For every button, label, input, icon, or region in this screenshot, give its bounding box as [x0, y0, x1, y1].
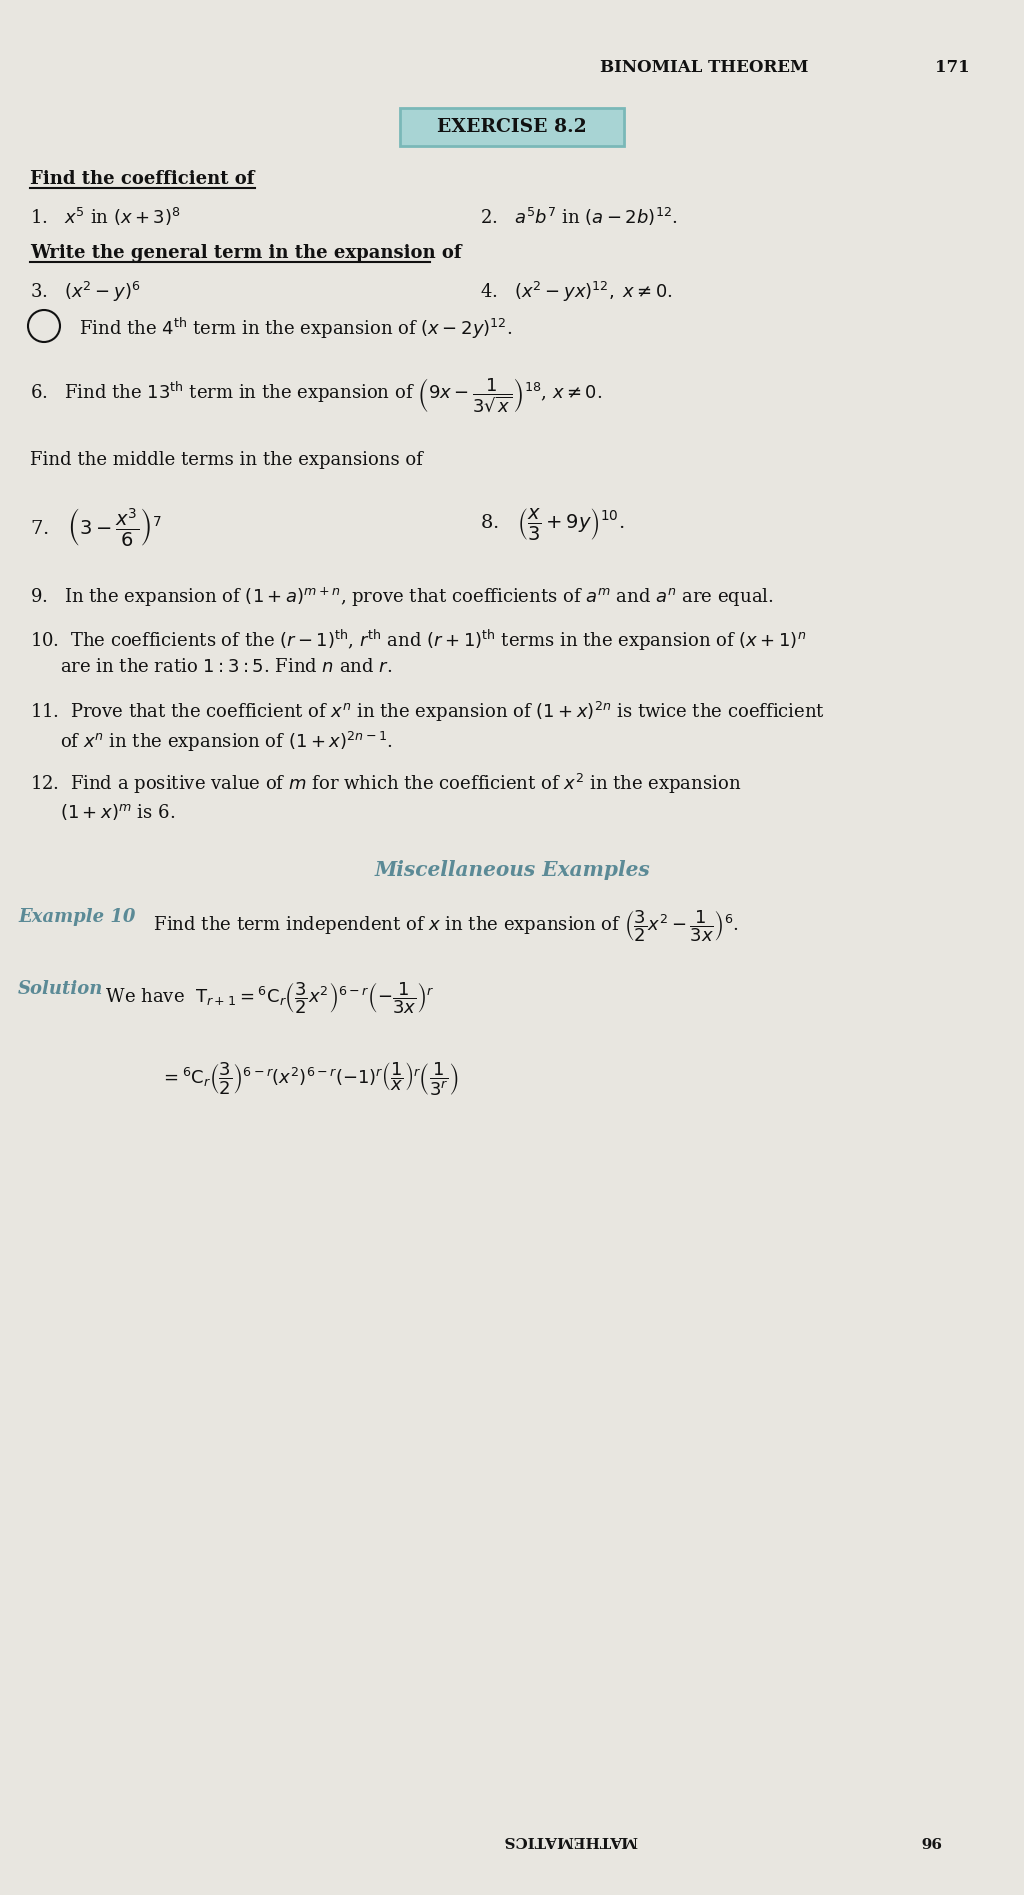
FancyBboxPatch shape	[400, 108, 624, 146]
Text: 1.   $x^5$ in $(x + 3)^8$: 1. $x^5$ in $(x + 3)^8$	[30, 207, 181, 227]
Text: Miscellaneous Examples: Miscellaneous Examples	[374, 860, 650, 879]
Text: Solution: Solution	[18, 980, 103, 999]
Text: 171: 171	[935, 59, 970, 76]
Text: 12.  Find a positive value of $m$ for which the coefficient of $x^2$ in the expa: 12. Find a positive value of $m$ for whi…	[30, 771, 741, 796]
Text: 3.   $(x^2 - y)^6$: 3. $(x^2 - y)^6$	[30, 280, 140, 303]
Text: 7.   $\left(3 - \dfrac{x^3}{6}\right)^7$: 7. $\left(3 - \dfrac{x^3}{6}\right)^7$	[30, 506, 162, 548]
Text: are in the ratio $1 : 3 : 5$. Find $n$ and $r$.: are in the ratio $1 : 3 : 5$. Find $n$ a…	[60, 658, 392, 677]
Text: MATHEMATICS: MATHEMATICS	[503, 1832, 637, 1848]
Text: $(1 + x)^m$ is 6.: $(1 + x)^m$ is 6.	[60, 802, 175, 822]
Text: $= {}^6\mathrm{C}_r \left(\dfrac{3}{2}\right)^{6-r} (x^2)^{6-r} (-1)^r \left(\df: $= {}^6\mathrm{C}_r \left(\dfrac{3}{2}\r…	[160, 1059, 459, 1097]
Text: Find the middle terms in the expansions of: Find the middle terms in the expansions …	[30, 451, 423, 468]
Text: 11.  Prove that the coefficient of $x^n$ in the expansion of $(1+x)^{2n}$ is twi: 11. Prove that the coefficient of $x^n$ …	[30, 699, 825, 724]
Text: 8.   $\left(\dfrac{x}{3} + 9y\right)^{10}$.: 8. $\left(\dfrac{x}{3} + 9y\right)^{10}$…	[480, 506, 625, 542]
Text: 96: 96	[920, 1832, 941, 1848]
Text: 2.   $a^5b^7$ in $(a - 2b)^{12}$.: 2. $a^5b^7$ in $(a - 2b)^{12}$.	[480, 207, 678, 227]
Text: We have  $\mathrm{T}_{r+1} = {}^6\mathrm{C}_r \left(\dfrac{3}{2}x^2\right)^{6-r}: We have $\mathrm{T}_{r+1} = {}^6\mathrm{…	[100, 980, 434, 1016]
Text: of $x^n$ in the expansion of $(1+x)^{2n-1}$.: of $x^n$ in the expansion of $(1+x)^{2n-…	[60, 730, 393, 754]
Text: Example 10: Example 10	[18, 908, 135, 927]
Text: 9.   In the expansion of $(1 + a)^{m+n}$, prove that coefficients of $a^m$ and $: 9. In the expansion of $(1 + a)^{m+n}$, …	[30, 586, 774, 610]
Text: EXERCISE 8.2: EXERCISE 8.2	[437, 117, 587, 136]
Text: 4.   $(x^2 - yx)^{12},\; x \neq 0$.: 4. $(x^2 - yx)^{12},\; x \neq 0$.	[480, 280, 673, 303]
Text: BINOMIAL THEOREM: BINOMIAL THEOREM	[600, 59, 808, 76]
Text: Find the term independent of $x$ in the expansion of $\left(\dfrac{3}{2}x^2 - \d: Find the term independent of $x$ in the …	[148, 908, 738, 944]
Text: Find the $4^{\mathrm{th}}$ term in the expansion of $(x - 2y)^{12}$.: Find the $4^{\mathrm{th}}$ term in the e…	[62, 316, 513, 341]
Text: Write the general term in the expansion of: Write the general term in the expansion …	[30, 244, 462, 262]
Text: 6.   Find the $13^{\mathrm{th}}$ term in the expansion of $\left(9x - \dfrac{1}{: 6. Find the $13^{\mathrm{th}}$ term in t…	[30, 375, 602, 413]
Text: Find the coefficient of: Find the coefficient of	[30, 171, 255, 188]
Text: 10.  The coefficients of the $(r - 1)^{\mathrm{th}}$, $r^{\mathrm{th}}$ and $(r : 10. The coefficients of the $(r - 1)^{\m…	[30, 627, 806, 654]
